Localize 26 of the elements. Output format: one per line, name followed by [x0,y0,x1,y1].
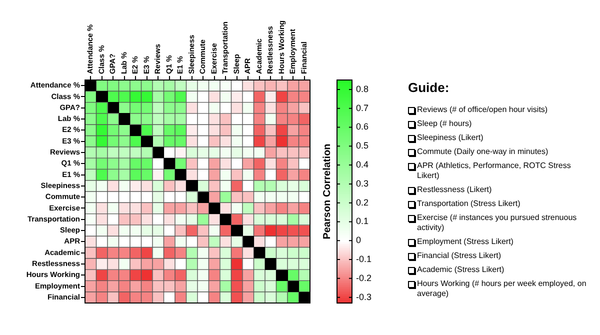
text: Restlessness (Likert) [417,185,492,195]
color-bar-label: 0.4 [356,160,369,170]
color-bar-label: -0.3 [356,292,372,302]
color-bar-label: 0.5 [356,140,369,151]
color-bar-label: -0.1 [356,254,372,264]
color-bar-label: 0.7 [356,102,369,113]
color-bar-label: 0.6 [356,122,369,132]
text: Guide: [408,80,450,95]
text: Commute (Daily one-way in minutes) [417,147,548,157]
color-bar-title: Pearson Correlation [322,144,333,240]
text: Sleepiness (Likert) [417,133,484,143]
text: Sleep (# hours) [417,119,472,129]
text: Academic (Stress Likert) [417,265,504,275]
text: Reviews (# of office/open hour visits) [417,105,548,115]
color-bar-label: -0.2 [356,272,372,283]
color-bar-label: 0.2 [356,197,369,208]
color-bar-label: 0.1 [356,216,369,226]
color-bar-label: 0 [356,235,362,246]
text: APR (Athletics, Performance, ROTC Stress Likert) [417,161,572,181]
color-bar-label: 0.8 [356,84,369,94]
text: Financial (Stress Likert) [417,251,502,261]
text: Employment (Stress Likert) [417,237,514,247]
text: Transportation (Stress Likert) [417,199,520,209]
color-bar-label: 0.3 [356,178,369,188]
text: Hours Working (# hours per week employed, on average) [417,279,588,299]
text: Exercise (# instances you pursued strenuous activity) [417,213,578,233]
